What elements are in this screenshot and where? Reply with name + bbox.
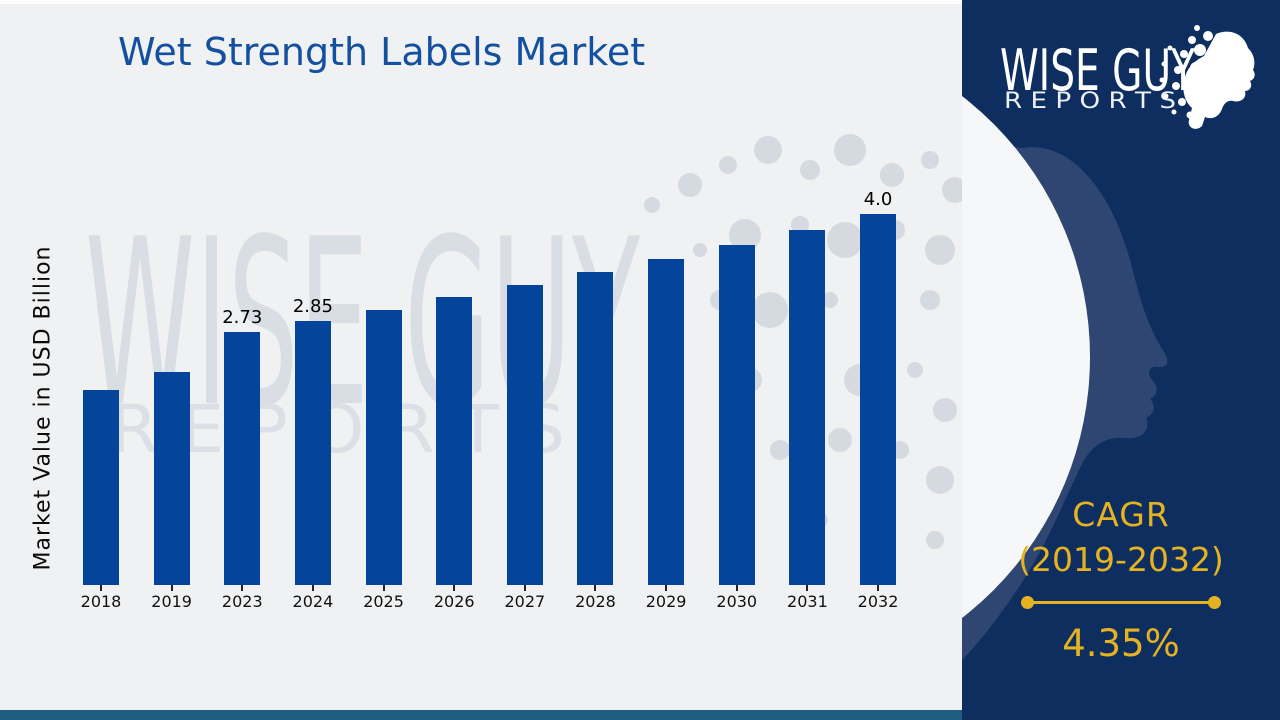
logo-face-icon (1159, 25, 1255, 129)
x-tick-label-2023: 2023 (221, 592, 263, 611)
x-tick-label-2028: 2028 (575, 592, 616, 611)
cagr-label: CAGR (1072, 495, 1170, 534)
x-axis-tick (100, 585, 102, 591)
x-tick-label-2031: 2031 (787, 592, 828, 611)
bar-2030 (718, 245, 755, 585)
line-end-dot-right (1208, 596, 1221, 609)
x-tick-label-2032: 2032 (857, 592, 899, 611)
bar-2026 (436, 297, 473, 585)
x-tick-label-2029: 2029 (645, 592, 687, 611)
x-axis-tick (877, 585, 880, 591)
x-axis-tick (665, 585, 668, 591)
brand-side-panel: WISE GUY R E P O R T S CAGR (2019-2032) … (962, 0, 1280, 720)
bar-2018 (83, 390, 119, 585)
bar-2025 (365, 310, 402, 585)
bar-2019 (153, 372, 190, 585)
cagr-block: CAGR (2019-2032) 4.35% (962, 495, 1280, 665)
x-tick-label-2019: 2019 (151, 592, 192, 611)
x-tick-label-2026: 2026 (433, 592, 475, 611)
x-tick-label-2030: 2030 (716, 592, 758, 611)
x-tick-label-2025: 2025 (363, 592, 404, 611)
chart-title: Wet Strength Labels Market (118, 30, 646, 74)
cagr-value: 4.35% (1062, 622, 1180, 665)
logo-subtitle: R E P O R T S (1004, 89, 1176, 114)
x-axis-tick (311, 585, 314, 591)
cagr-range: (2019-2032) (1018, 540, 1224, 579)
x-axis-tick (806, 585, 809, 591)
x-axis-tick (523, 585, 526, 591)
bar-2024 (294, 321, 331, 585)
x-tick-label-2027: 2027 (504, 592, 546, 611)
bar-value-label-2023: 2.73 (222, 307, 263, 328)
bar-2029 (648, 259, 685, 585)
x-axis-tick (170, 585, 173, 591)
light-circle (962, 96, 1090, 618)
wise-guy-logo: WISE GUY R E P O R T S (1000, 25, 1255, 129)
top-white-strip (0, 0, 962, 4)
x-axis-tick (594, 585, 597, 591)
bottom-teal-strip (0, 710, 962, 720)
bar-2028 (577, 272, 614, 585)
bar-value-label-2032: 4.0 (863, 189, 893, 210)
bar-chart-plot-area: 2018 2019 2023 2.73 2024 2.85 2025 2026 2027 2028… (80, 189, 899, 611)
bar-2023 (224, 332, 261, 585)
cagr-divider-line (1021, 596, 1221, 609)
logo-wordmark: WISE GUY (1000, 38, 1195, 104)
x-axis-tick (241, 585, 244, 591)
bar-2031 (789, 230, 826, 585)
x-axis-tick (382, 585, 385, 591)
line-end-dot-left (1021, 596, 1034, 609)
x-tick-label-2018: 2018 (80, 592, 122, 611)
bar-2032 (860, 214, 897, 585)
bar-2027 (506, 285, 543, 585)
x-axis-tick (453, 585, 456, 591)
x-tick-label-2024: 2024 (292, 592, 334, 611)
bar-value-label-2024: 2.85 (292, 296, 333, 317)
panel-face-artwork (962, 96, 1168, 660)
x-axis-tick (735, 585, 738, 591)
